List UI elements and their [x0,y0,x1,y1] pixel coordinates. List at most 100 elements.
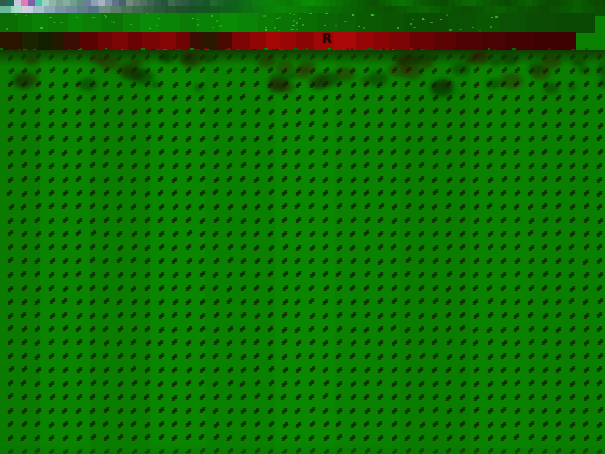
lattice-tick [145,122,152,129]
tick-stroke [378,180,382,182]
lattice-tick [283,285,290,292]
lattice-tick [460,299,467,306]
lattice-tick [542,258,549,265]
lattice-tick [584,272,591,279]
lattice-tick [501,285,508,292]
tick-stroke [144,330,148,332]
lattice-tick [543,326,550,333]
tick-stroke [62,112,66,114]
lattice-tick [487,68,494,75]
header-band-segment [196,13,220,33]
tick-stroke [418,235,422,237]
tick-stroke [35,167,39,169]
lattice-tick [104,95,111,102]
lattice-tick [432,204,439,211]
lattice-tick [187,258,194,265]
lattice-tick [337,203,344,210]
tick-stroke [309,262,313,264]
lattice-tick [118,272,125,279]
tick-stroke [295,99,299,101]
tick-stroke [171,71,175,73]
tick-stroke [213,99,217,101]
tick-stroke [131,208,135,210]
lattice-tick [598,298,605,305]
tick-stroke [514,71,518,73]
tick-stroke [433,59,437,61]
lattice-tick [391,122,398,129]
tick-stroke [131,113,135,115]
lattice-tick [90,68,97,75]
tick-stroke [199,208,203,210]
lattice-tick [131,204,138,211]
lattice-tick [488,312,495,319]
lattice-tick [323,326,330,333]
tick-stroke [172,58,176,60]
tick-stroke [103,235,107,237]
tick-stroke [378,58,382,60]
tick-stroke [473,86,477,88]
lattice-tick [241,162,248,169]
tick-stroke [473,140,477,142]
tick-stroke [76,317,80,319]
lattice-tick [104,54,111,61]
lattice-tick [186,149,193,156]
tick-stroke [158,71,162,73]
lattice-tick [433,149,440,156]
tick-stroke [76,234,80,236]
lattice-tick [391,325,398,332]
lattice-tick [391,149,398,156]
tick-stroke [432,208,436,210]
tick-stroke [172,276,176,278]
lattice-tick [283,244,290,251]
tick-stroke [63,98,67,100]
header-band-segment [220,13,238,33]
tick-stroke [48,167,52,169]
lattice-tick [323,271,330,278]
lattice-tick [268,54,275,61]
lattice-tick [104,177,111,184]
tick-stroke [364,303,368,305]
lattice-tick [542,135,549,142]
lattice-tick [227,163,234,170]
tick-stroke [267,139,271,141]
lattice-tick [172,312,179,319]
tick-stroke [459,153,463,155]
lattice-tick [227,108,234,115]
tick-stroke [363,331,367,333]
tick-stroke [569,208,573,210]
lattice-tick [556,258,563,265]
lattice-tick [392,67,399,74]
tick-stroke [227,276,231,278]
tick-stroke [62,290,66,292]
lattice-tick [8,230,15,237]
tick-stroke [349,235,353,237]
lattice-tick [159,327,166,334]
tick-stroke [597,181,601,183]
lattice-tick [583,176,590,183]
lattice-tick [570,204,577,211]
tick-stroke [487,289,491,291]
tick-stroke [364,126,368,128]
tick-stroke [419,330,423,332]
tick-stroke [308,302,312,304]
lattice-tick [296,82,303,89]
tick-stroke [104,153,108,155]
tick-stroke [295,58,299,60]
tick-stroke [377,72,381,74]
lattice-tick [132,231,139,238]
lattice-tick [104,122,111,129]
tick-stroke [500,248,504,250]
lattice-tick [172,327,179,334]
tick-stroke [569,153,573,155]
lattice-tick [378,163,385,170]
lattice-tick [529,136,536,143]
lattice-tick [460,136,467,143]
tick-stroke [528,112,532,114]
lattice-tick [49,122,56,129]
tick-stroke [391,316,395,318]
tick-stroke [199,330,203,332]
tick-stroke [515,99,519,101]
lattice-tick [542,109,549,116]
tick-stroke [555,72,559,74]
tick-stroke [404,316,408,318]
